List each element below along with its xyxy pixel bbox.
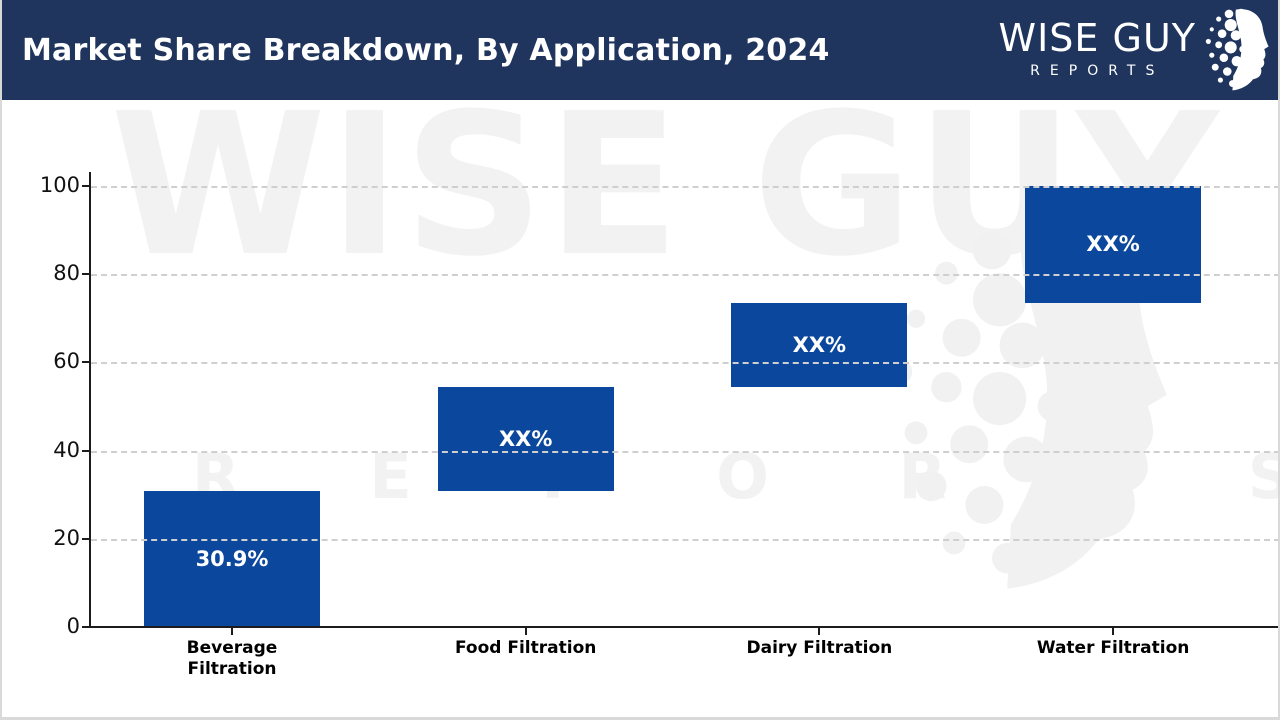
gridline-100 [91, 186, 1278, 188]
brand-subtitle: REPORTS [1030, 63, 1165, 79]
brand-name: WISE GUY [998, 16, 1196, 60]
gridline-20 [91, 538, 1278, 541]
category-label-2: Dairy Filtration [746, 638, 893, 658]
y-tick-mark-100 [82, 185, 89, 187]
category-label-3: Water Filtration [1036, 638, 1190, 658]
x-tick-mark-0 [231, 628, 233, 635]
brand-logo: WISE GUY REPORTS [999, 0, 1274, 100]
y-tick-label-40: 40 [53, 437, 80, 462]
x-axis-line [89, 626, 1278, 628]
bar-value-label: XX% [498, 426, 553, 451]
bar-beverage-filtration: 30.9% [144, 490, 320, 627]
watermark-head-icon [889, 227, 1167, 589]
bar-value-label: 30.9% [195, 546, 269, 571]
gridline-80 [91, 274, 1278, 277]
x-tick-mark-1 [524, 628, 527, 635]
bar-water-filtration: XX% [1025, 186, 1202, 303]
brand-head-icon [1205, 8, 1269, 91]
bar-value-label: XX% [1086, 232, 1140, 257]
y-tick-mark-40 [82, 449, 89, 452]
category-label-1: Food Filtration [455, 638, 597, 658]
bar-food-filtration: XX% [437, 387, 614, 491]
bar-value-label: XX% [792, 332, 847, 357]
page-title: Market Share Breakdown, By Application, … [22, 32, 830, 68]
y-axis-line [89, 172, 91, 628]
x-tick-mark-2 [818, 628, 821, 635]
category-label-0: Beverage Filtration [186, 638, 278, 680]
y-tick-mark-80 [82, 273, 89, 276]
y-tick-mark-0 [82, 626, 89, 628]
y-tick-label-80: 80 [53, 261, 80, 286]
y-tick-label-20: 20 [53, 525, 80, 550]
x-tick-mark-3 [1112, 628, 1115, 635]
y-tick-label-60: 60 [53, 349, 80, 374]
header-band: Market Share Breakdown, By Application, … [2, 0, 1278, 100]
chart-plot-area: WISE GUY R E P O R T S 0 20 40 60 80 100 30.9%… [2, 100, 1278, 717]
brand-logo-text: WISE GUY REPORTS [999, 16, 1196, 79]
y-tick-mark-20 [82, 537, 89, 540]
gridline-60 [91, 362, 1278, 365]
y-tick-label-0: 0 [66, 614, 80, 638]
y-tick-mark-60 [82, 361, 89, 364]
gridline-40 [91, 450, 1278, 453]
y-tick-label-100: 100 [39, 173, 80, 197]
bar-dairy-filtration: XX% [731, 302, 908, 388]
